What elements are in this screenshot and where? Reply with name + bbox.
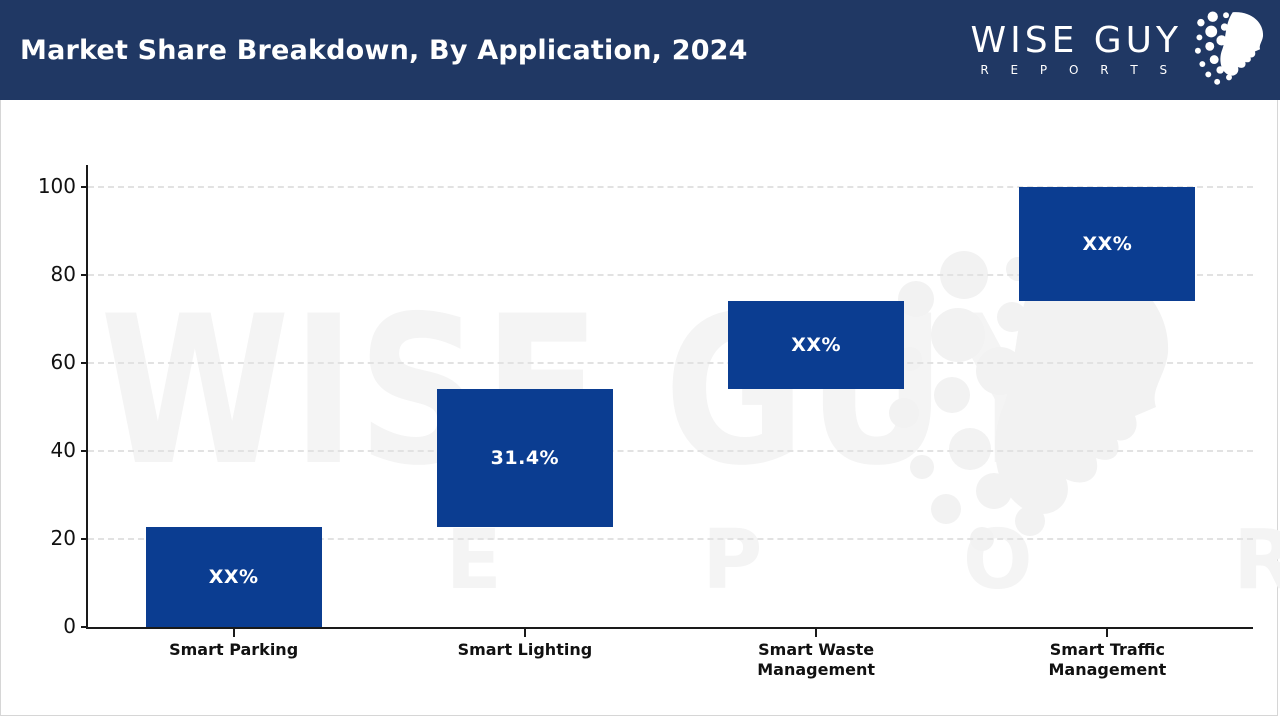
x-axis-tickmark <box>1106 629 1109 637</box>
x-axis-category-label: Smart Traffic Management <box>977 640 1237 680</box>
category-label-line: Smart Waste <box>758 640 875 659</box>
gridline-40 <box>88 450 1253 452</box>
y-axis-tick-label: 20 <box>50 526 76 550</box>
y-axis-tick-label: 0 <box>63 614 76 638</box>
x-axis-category-label: Smart Waste Management <box>686 640 946 680</box>
brand-wordmark: WISE GUY R E P O R T S <box>970 20 1182 78</box>
category-label-line: Smart Lighting <box>457 640 593 659</box>
bar-value-label: XX% <box>791 333 842 356</box>
y-axis-line <box>86 165 88 629</box>
x-axis-line <box>86 627 1253 629</box>
category-label-line: Smart Traffic <box>1049 640 1166 659</box>
bar-smart-parking: XX% <box>145 527 322 627</box>
bar-smart-traffic-management: XX% <box>1019 187 1196 301</box>
y-axis-tickmark <box>81 450 88 452</box>
gridline-80 <box>88 274 1253 276</box>
bar-smart-waste-management: XX% <box>728 300 905 389</box>
category-label-line: Management <box>757 660 876 679</box>
y-axis-tick-label: 40 <box>50 438 76 462</box>
y-axis-tickmark <box>81 186 88 188</box>
y-axis-tickmark <box>81 274 88 276</box>
x-axis-category-label: Smart Lighting <box>395 640 655 660</box>
y-axis-tick-label: 80 <box>50 262 76 286</box>
gridline-20 <box>88 538 1253 540</box>
x-axis-tickmark <box>815 629 818 637</box>
category-label-line: Management <box>1048 660 1167 679</box>
brand-logo: WISE GUY R E P O R T S <box>971 0 1267 100</box>
x-axis-tickmark <box>232 629 235 637</box>
category-label-line: Smart Parking <box>169 640 299 659</box>
gridline-60 <box>88 362 1253 364</box>
y-axis-tick-label: 60 <box>50 350 76 374</box>
watermark-face-icon <box>889 251 1169 551</box>
bar-value-label: XX% <box>208 566 259 589</box>
y-axis-tickmark <box>81 538 88 540</box>
bar-value-label: XX% <box>1082 232 1133 255</box>
header-bar: Market Share Breakdown, By Application, … <box>0 0 1280 100</box>
y-axis-tick-label: 100 <box>37 174 76 198</box>
gridline-100 <box>88 186 1253 188</box>
bar-smart-lighting: 31.4% <box>436 388 613 528</box>
x-axis-category-label: Smart Parking <box>104 640 364 660</box>
y-axis-tickmark <box>81 626 88 628</box>
y-axis-tickmark <box>81 362 88 364</box>
bar-value-label: 31.4% <box>490 447 560 470</box>
x-axis-tickmark <box>523 629 526 637</box>
brand-face-icon <box>1194 11 1264 85</box>
page-title: Market Share Breakdown, By Application, … <box>20 34 748 66</box>
